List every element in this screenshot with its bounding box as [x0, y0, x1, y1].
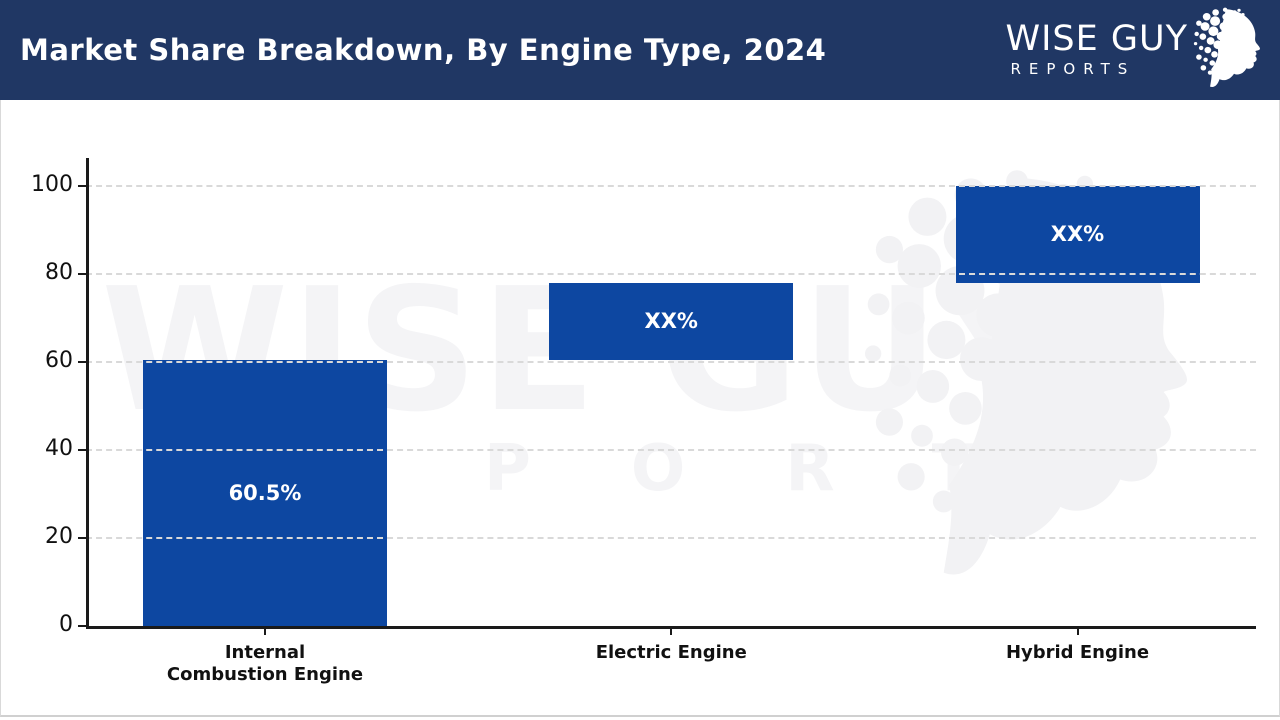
y-axis-tick [78, 273, 86, 275]
bar-value-label: XX% [1050, 222, 1105, 247]
brand-subtitle: REPORTS [1010, 60, 1136, 78]
x-axis-category-label: Electric Engine [595, 642, 747, 663]
page-title: Market Share Breakdown, By Engine Type, … [20, 33, 827, 67]
gridline-20 [86, 537, 1256, 539]
x-axis-category-label: Internal Combustion Engine [166, 642, 364, 685]
x-axis-line [86, 626, 1256, 629]
y-axis-line [86, 158, 89, 628]
bar-value-label: XX% [644, 309, 698, 334]
y-axis-tick [78, 361, 86, 363]
y-axis-tick [78, 625, 86, 627]
y-axis-tick-label: 100 [31, 172, 73, 197]
x-axis-category-label: Hybrid Engine [1005, 642, 1150, 663]
dotted-head-profile-icon [1193, 7, 1260, 88]
brand-logo-text: WISE GUY REPORTS [1005, 22, 1188, 77]
header-bar: Market Share Breakdown, By Engine Type, … [0, 0, 1280, 100]
bar-hybrid-engine: XX% [955, 186, 1200, 283]
gridline-80 [86, 273, 1256, 275]
bar-internal-combustion-engine: 60.5% [143, 359, 387, 626]
bar-value-label: 60.5% [228, 480, 302, 505]
y-axis-tick-label: 80 [45, 260, 73, 285]
y-axis-tick [78, 185, 86, 187]
y-axis-tick-label: 60 [45, 348, 73, 373]
bar-electric-engine: XX% [549, 282, 794, 360]
gridline-40 [86, 449, 1256, 451]
gridline-60 [86, 361, 1256, 363]
y-axis-tick-label: 0 [59, 612, 73, 637]
brand-logo: WISE GUY REPORTS [1005, 6, 1268, 92]
y-axis-tick-label: 40 [45, 436, 73, 461]
x-axis-tick [670, 628, 673, 635]
x-axis-tick [1076, 628, 1079, 635]
chart-area: WISE GUY REPORTS 60.5% Internal Combustio… [0, 100, 1280, 717]
brand-name: WISE GUY [1005, 19, 1188, 59]
y-axis-tick [78, 449, 86, 451]
gridline-100 [86, 185, 1256, 187]
y-axis-tick-label: 20 [45, 524, 73, 549]
x-axis-tick [264, 628, 266, 635]
y-axis-tick [78, 537, 86, 539]
